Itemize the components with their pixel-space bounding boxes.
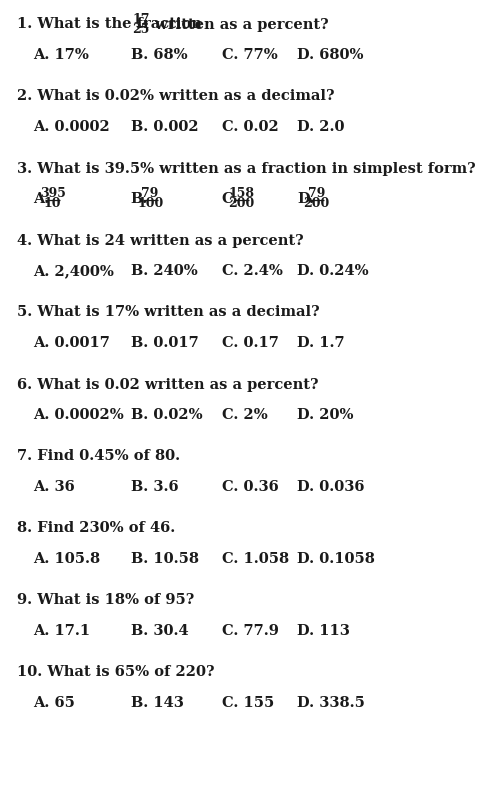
Text: 6. What is 0.02 written as a percent?: 6. What is 0.02 written as a percent? bbox=[17, 378, 319, 391]
Text: 8. Find 230% of 46.: 8. Find 230% of 46. bbox=[17, 521, 176, 536]
Text: C. 1.058: C. 1.058 bbox=[222, 552, 289, 566]
Text: 5. What is 17% written as a decimal?: 5. What is 17% written as a decimal? bbox=[17, 306, 320, 319]
Text: 79: 79 bbox=[308, 187, 325, 200]
Text: B. 0.002: B. 0.002 bbox=[131, 120, 198, 134]
Text: C. 0.36: C. 0.36 bbox=[222, 480, 279, 494]
Text: 7. Find 0.45% of 80.: 7. Find 0.45% of 80. bbox=[17, 449, 181, 464]
Text: A. 36: A. 36 bbox=[33, 480, 75, 494]
Text: B. 30.4: B. 30.4 bbox=[131, 624, 188, 638]
Text: 200: 200 bbox=[228, 196, 255, 210]
Text: D. 680%: D. 680% bbox=[297, 48, 363, 62]
Text: A. 0.0002: A. 0.0002 bbox=[33, 120, 110, 134]
Text: A. 0.0002%: A. 0.0002% bbox=[33, 408, 124, 422]
Text: C. 77.9: C. 77.9 bbox=[222, 624, 279, 638]
Text: 10: 10 bbox=[44, 196, 61, 210]
Text: B. 0.02%: B. 0.02% bbox=[131, 408, 202, 422]
Text: C. 0.02: C. 0.02 bbox=[222, 120, 279, 134]
Text: A. 65: A. 65 bbox=[33, 696, 75, 710]
Text: 200: 200 bbox=[303, 196, 330, 210]
Text: D. 2.0: D. 2.0 bbox=[297, 120, 345, 134]
Text: B. 240%: B. 240% bbox=[131, 264, 197, 278]
Text: 17: 17 bbox=[133, 13, 150, 26]
Text: A. 17.1: A. 17.1 bbox=[33, 624, 91, 638]
Text: D.: D. bbox=[297, 192, 314, 206]
Text: D. 1.7: D. 1.7 bbox=[297, 336, 345, 350]
Text: 25: 25 bbox=[133, 22, 150, 36]
Text: C. 0.17: C. 0.17 bbox=[222, 336, 279, 350]
Text: C. 2.4%: C. 2.4% bbox=[222, 264, 283, 278]
Text: A. 2,400%: A. 2,400% bbox=[33, 264, 114, 278]
Text: D. 0.1058: D. 0.1058 bbox=[297, 552, 375, 566]
Text: A. 17%: A. 17% bbox=[33, 48, 89, 62]
Text: C. 77%: C. 77% bbox=[222, 48, 277, 62]
Text: B. 0.017: B. 0.017 bbox=[131, 336, 198, 350]
Text: D. 0.036: D. 0.036 bbox=[297, 480, 364, 494]
Text: D. 113: D. 113 bbox=[297, 624, 350, 638]
Text: D. 338.5: D. 338.5 bbox=[297, 696, 365, 710]
Text: 1. What is the fraction: 1. What is the fraction bbox=[17, 18, 208, 31]
Text: B. 68%: B. 68% bbox=[131, 48, 187, 62]
Text: A. 105.8: A. 105.8 bbox=[33, 552, 100, 566]
Text: D. 20%: D. 20% bbox=[297, 408, 354, 422]
Text: C. 2%: C. 2% bbox=[222, 408, 268, 422]
Text: B. 10.58: B. 10.58 bbox=[131, 552, 199, 566]
Text: 10. What is 65% of 220?: 10. What is 65% of 220? bbox=[17, 666, 215, 679]
Text: 9. What is 18% of 95?: 9. What is 18% of 95? bbox=[17, 593, 195, 607]
Text: C.: C. bbox=[222, 192, 238, 206]
Text: 395: 395 bbox=[40, 187, 66, 200]
Text: 2. What is 0.02% written as a decimal?: 2. What is 0.02% written as a decimal? bbox=[17, 90, 335, 103]
Text: 4. What is 24 written as a percent?: 4. What is 24 written as a percent? bbox=[17, 233, 304, 248]
Text: B.: B. bbox=[131, 192, 148, 206]
Text: A. 0.0017: A. 0.0017 bbox=[33, 336, 110, 350]
Text: 3. What is 39.5% written as a fraction in simplest form?: 3. What is 39.5% written as a fraction i… bbox=[17, 161, 476, 176]
Text: B. 3.6: B. 3.6 bbox=[131, 480, 178, 494]
Text: 79: 79 bbox=[141, 187, 159, 200]
Text: D. 0.24%: D. 0.24% bbox=[297, 264, 369, 278]
Text: A.: A. bbox=[33, 192, 50, 206]
Text: 100: 100 bbox=[137, 196, 163, 210]
Text: written as a percent?: written as a percent? bbox=[150, 18, 329, 31]
Text: 158: 158 bbox=[228, 187, 254, 200]
Text: B. 143: B. 143 bbox=[131, 696, 183, 710]
Text: C. 155: C. 155 bbox=[222, 696, 274, 710]
